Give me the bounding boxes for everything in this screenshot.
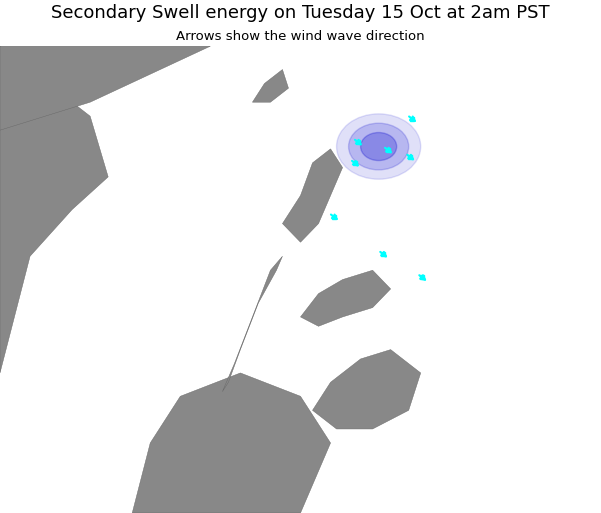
Polygon shape [282, 149, 343, 242]
Circle shape [349, 123, 409, 170]
Text: Arrows show the wind wave direction: Arrows show the wind wave direction [176, 30, 425, 43]
Polygon shape [252, 69, 288, 102]
Polygon shape [313, 350, 421, 429]
Polygon shape [0, 46, 108, 373]
Text: Secondary Swell energy on Tuesday 15 Oct at 2am PST: Secondary Swell energy on Tuesday 15 Oct… [51, 4, 550, 22]
Circle shape [337, 114, 421, 179]
Circle shape [361, 132, 397, 161]
Polygon shape [0, 46, 210, 130]
Polygon shape [132, 373, 331, 513]
Polygon shape [222, 256, 282, 391]
Polygon shape [300, 270, 391, 326]
